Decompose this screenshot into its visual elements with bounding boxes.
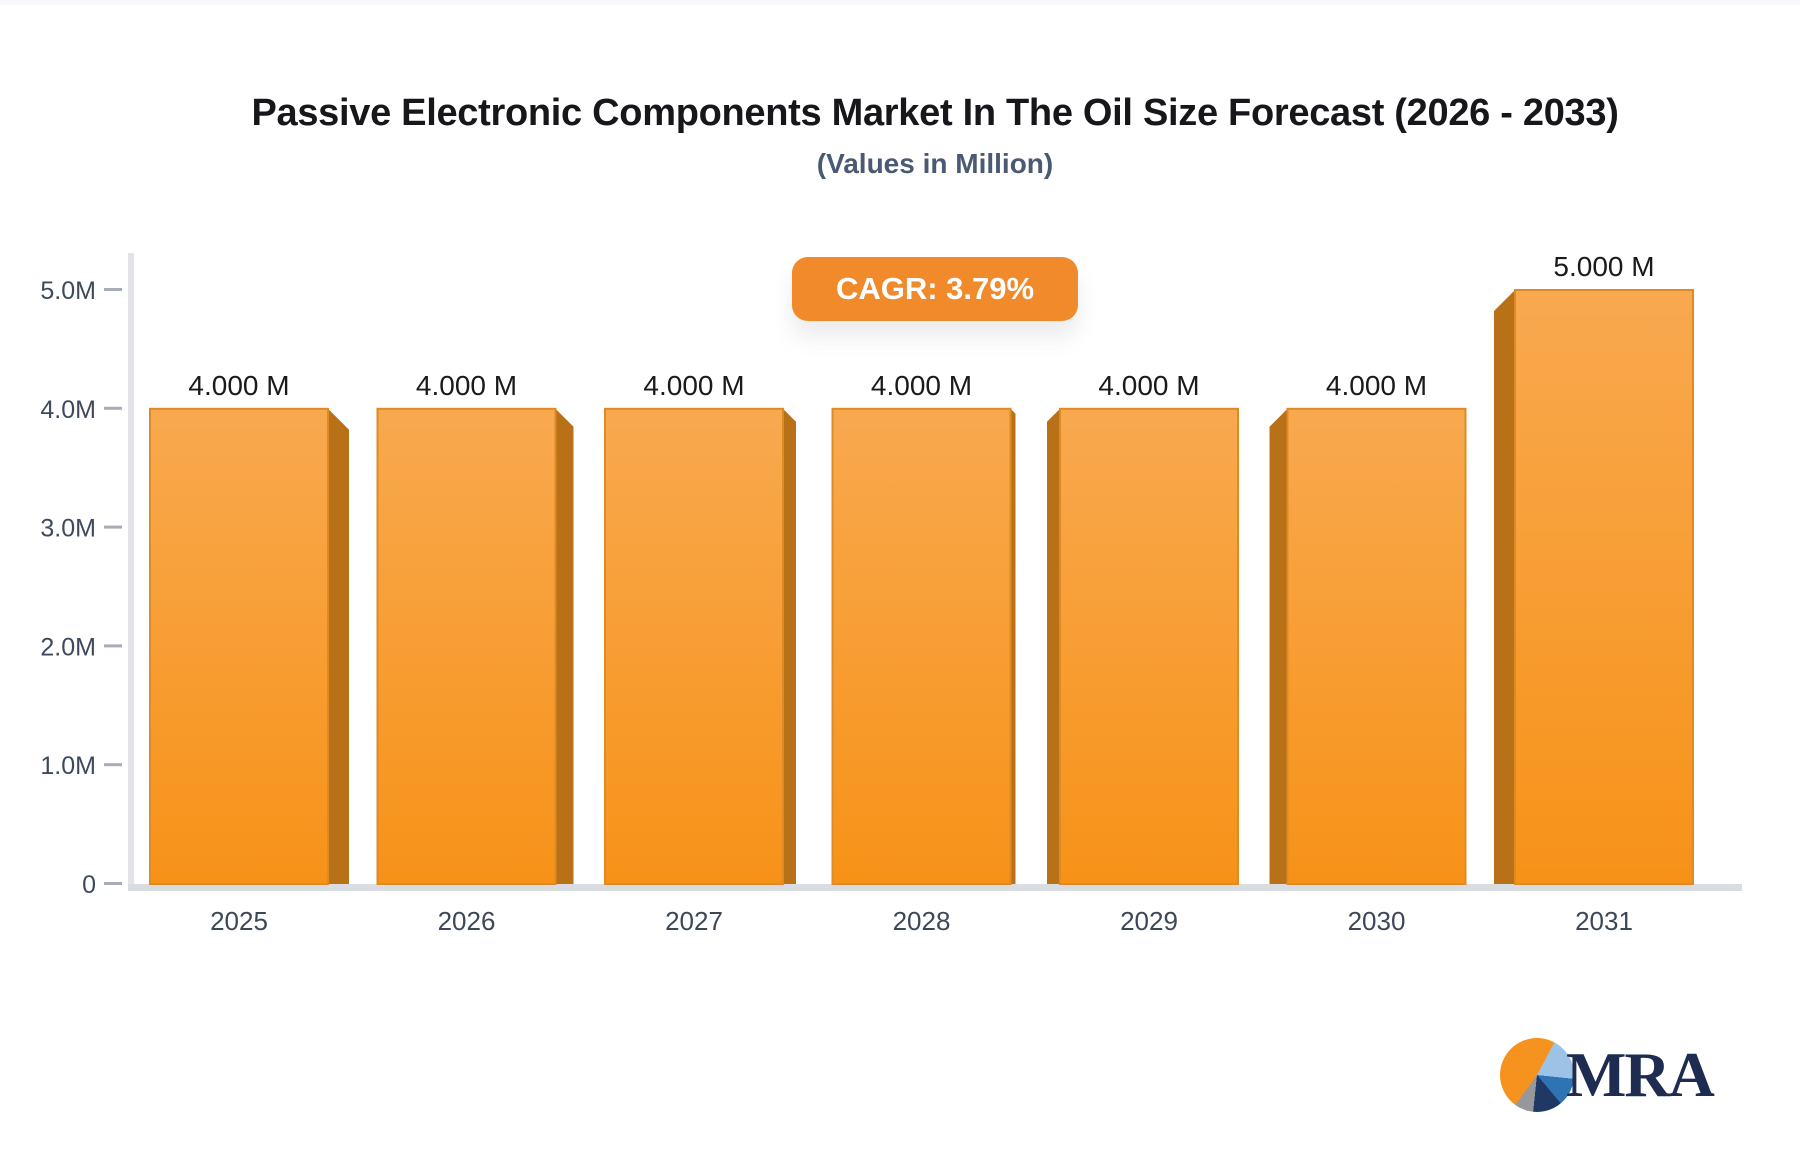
bar-2030: 4.000 M bbox=[1269, 370, 1467, 885]
x-tick-label: 2029 bbox=[1120, 906, 1178, 936]
bar-2028: 4.000 M bbox=[831, 370, 1016, 885]
bar-value-label: 4.000 M bbox=[643, 370, 744, 401]
bar-2026: 4.000 M bbox=[376, 370, 574, 885]
y-tick-mark bbox=[104, 525, 122, 529]
y-tick-label: 5.0M bbox=[40, 277, 96, 305]
y-tick-label: 0 bbox=[82, 871, 96, 899]
bar-front-face bbox=[1059, 407, 1239, 885]
x-tick-label: 2027 bbox=[665, 906, 723, 936]
x-axis-line bbox=[128, 884, 1742, 891]
bar-side-face bbox=[783, 408, 796, 884]
cagr-badge-label: CAGR: 3.79% bbox=[835, 271, 1035, 306]
chart-subtitle: (Values in Million) bbox=[816, 148, 1054, 179]
y-tick-label: 4.0M bbox=[40, 396, 96, 424]
bar-value-label: 4.000 M bbox=[416, 370, 517, 401]
bar-value-label: 5.000 M bbox=[1553, 251, 1654, 282]
bar-value-label: 4.000 M bbox=[188, 370, 289, 401]
x-tick-label: 2025 bbox=[210, 906, 268, 936]
cagr-badge: CAGR: 3.79% bbox=[791, 257, 1079, 321]
bar-side-face bbox=[1047, 408, 1060, 884]
y-axis-line bbox=[128, 253, 134, 890]
bar-side-face bbox=[1494, 290, 1515, 884]
bar-front-face bbox=[1514, 289, 1694, 885]
y-tick-label: 2.0M bbox=[40, 633, 96, 661]
bar-front-face bbox=[149, 407, 329, 885]
bar-side-face bbox=[1010, 408, 1016, 884]
bar-2025: 4.000 M bbox=[149, 370, 349, 885]
logo-pie-icon bbox=[1500, 1038, 1574, 1112]
y-tick-mark bbox=[104, 406, 122, 410]
bar-value-label: 4.000 M bbox=[871, 370, 972, 401]
y-tick-label: 3.0M bbox=[40, 515, 96, 543]
x-tick-label: 2028 bbox=[893, 906, 951, 936]
logo-text: MRA bbox=[1566, 1039, 1715, 1110]
x-tick-label: 2026 bbox=[438, 906, 496, 936]
x-tick-label: 2030 bbox=[1348, 906, 1406, 936]
y-tick-mark bbox=[104, 763, 122, 767]
bar-2027: 4.000 M bbox=[604, 370, 796, 885]
bar-side-face bbox=[328, 408, 349, 884]
x-tick-label: 2031 bbox=[1575, 906, 1633, 936]
y-tick-mark bbox=[104, 882, 122, 885]
y-tick-mark bbox=[104, 644, 122, 648]
chart-title: Passive Electronic Components Market In … bbox=[251, 92, 1619, 134]
bar-side-face bbox=[555, 408, 574, 884]
bar-front-face bbox=[831, 407, 1012, 885]
bar-2029: 4.000 M bbox=[1047, 370, 1239, 885]
y-tick-label: 1.0M bbox=[40, 752, 96, 780]
bar-front-face bbox=[1286, 407, 1467, 885]
mra-logo: MRA bbox=[1500, 1038, 1715, 1112]
y-tick-mark bbox=[104, 288, 122, 291]
bar-front-face bbox=[604, 407, 784, 885]
bar-value-label: 4.000 M bbox=[1326, 370, 1427, 401]
bar-front-face bbox=[376, 407, 557, 885]
bar-value-label: 4.000 M bbox=[1098, 370, 1199, 401]
bar-2031: 5.000 M bbox=[1494, 251, 1694, 885]
bar-side-face bbox=[1269, 408, 1288, 884]
top-edge-strip bbox=[0, 0, 1800, 5]
